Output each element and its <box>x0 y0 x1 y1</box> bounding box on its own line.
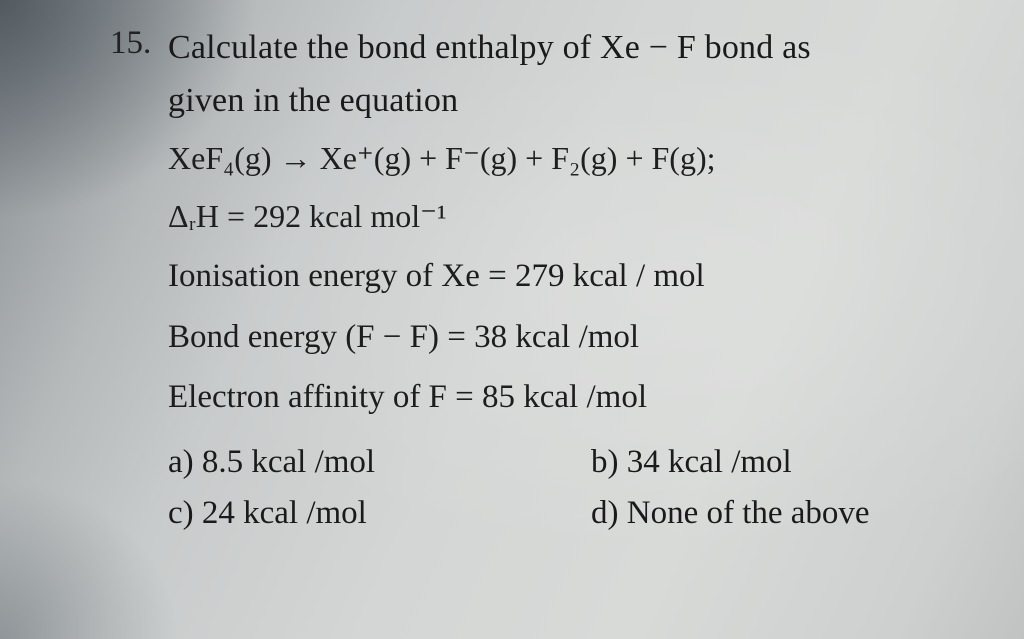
enthalpy-value: ΔᵣH = 292 kcal mol⁻¹ <box>168 191 964 242</box>
options-grid: a) 8.5 kcal /mol b) 34 kcal /mol c) 24 k… <box>168 444 964 532</box>
question-block: 15. Calculate the bond enthalpy of Xe − … <box>0 0 1024 639</box>
question-row: 15. Calculate the bond enthalpy of Xe − … <box>110 22 964 532</box>
reaction-equation: XeF₄(g) → Xe⁺(g) + F⁻(g) + F₂(g) + F(g); <box>168 133 964 184</box>
ionisation-energy: Ionisation energy of Xe = 279 kcal / mol <box>168 250 964 303</box>
prompt-line-1: Calculate the bond enthalpy of Xe − F bo… <box>168 22 964 75</box>
prompt-line-2: given in the equation <box>168 75 964 128</box>
question-body: Calculate the bond enthalpy of Xe − F bo… <box>168 22 964 532</box>
bond-energy-ff: Bond energy (F − F) = 38 kcal /mol <box>168 311 964 364</box>
option-d: d) None of the above <box>591 495 964 532</box>
electron-affinity: Electron affinity of F = 85 kcal /mol <box>168 371 964 424</box>
question-number: 15. <box>110 22 154 65</box>
option-b: b) 34 kcal /mol <box>591 444 964 481</box>
option-a: a) 8.5 kcal /mol <box>168 444 541 481</box>
option-c: c) 24 kcal /mol <box>168 495 541 532</box>
